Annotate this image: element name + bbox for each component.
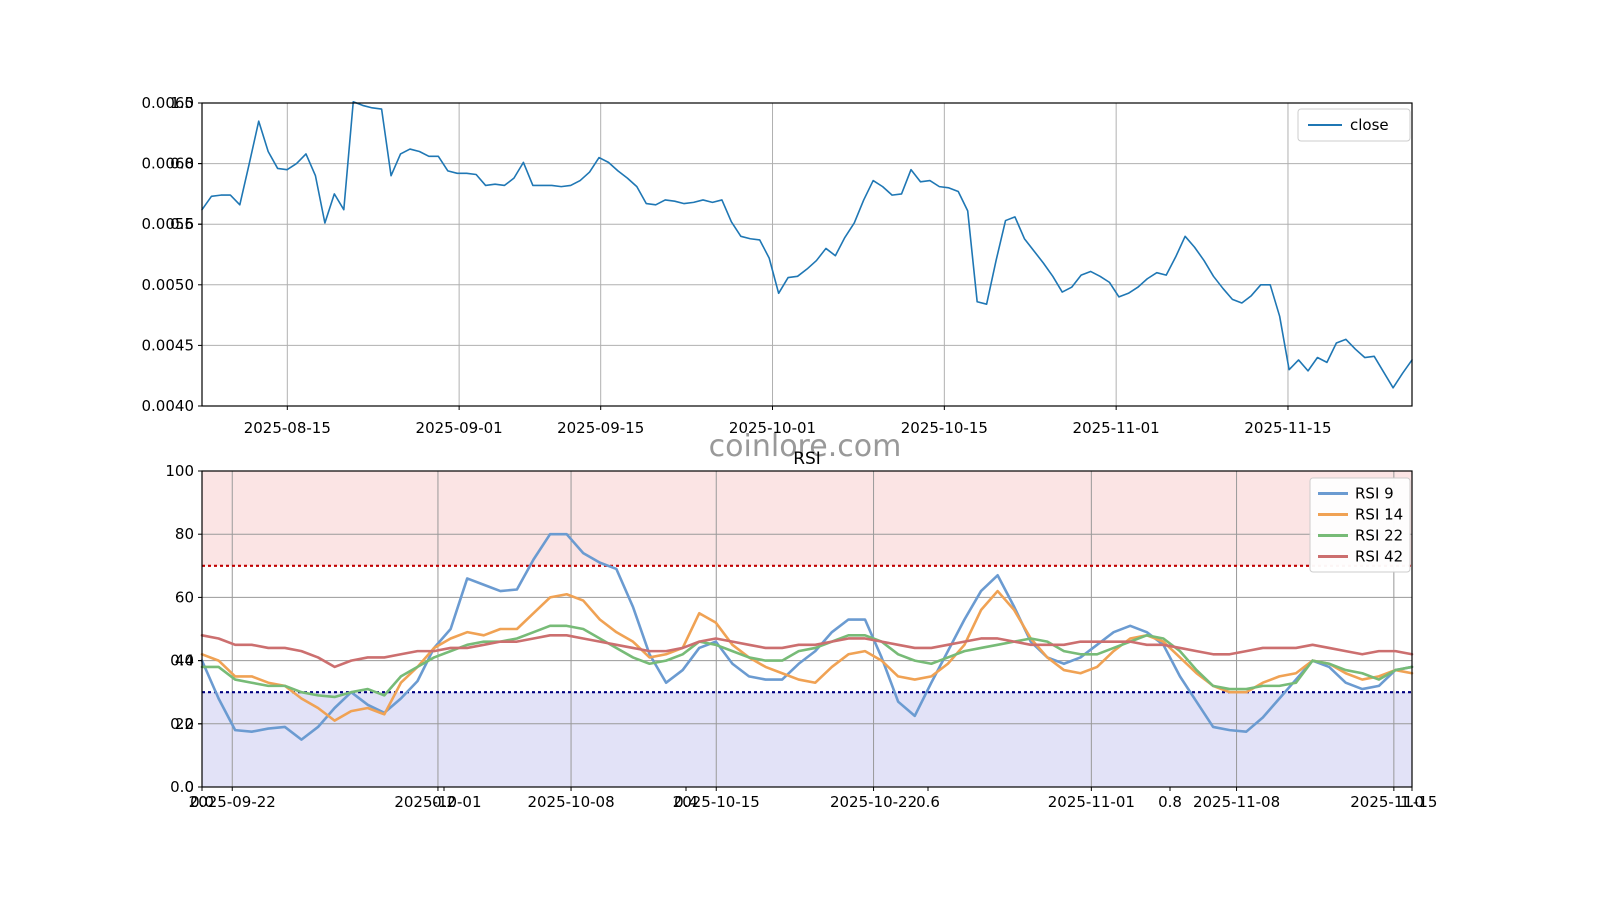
rsi-y-tick-label: 60 <box>175 588 194 606</box>
rsi-x-tick-label-normalized: 0.8 <box>1158 793 1182 811</box>
price-legend-label: close <box>1350 116 1389 134</box>
rsi-x-tick-label: 2025-10-01 <box>394 793 481 811</box>
rsi-legend-item[interactable]: RSI 42 <box>1318 548 1403 566</box>
rsi-y-tick-label: 20 <box>175 715 194 733</box>
rsi-y-tick-label: 80 <box>175 525 194 543</box>
price-y-tick-label-normalized: 0.6 <box>170 215 194 233</box>
price-x-tick-label: 2025-09-01 <box>416 419 503 437</box>
price-x-tick-label: 2025-10-15 <box>901 419 988 437</box>
price-x-tick-label: 2025-08-15 <box>244 419 331 437</box>
rsi-legend-item[interactable]: RSI 9 <box>1318 485 1394 503</box>
rsi-y-axis-ticks: 100 80 60 40 20 0 <box>165 462 202 796</box>
rsi-x-tick-label-normalized: 1.0 <box>1400 793 1424 811</box>
rsi-y-tick-label-normalized: 0.0 <box>170 778 194 796</box>
rsi-y-tick-label: 100 <box>165 462 194 480</box>
rsi-x-tick-label: 2025-10-08 <box>527 793 614 811</box>
price-plot-background <box>202 103 1412 406</box>
price-x-tick-label: 2025-11-15 <box>1244 419 1331 437</box>
price-y-tick-label: 0.0040 <box>142 397 195 415</box>
price-x-tick-label: 2025-09-15 <box>557 419 644 437</box>
rsi-legend-item[interactable]: RSI 22 <box>1318 527 1403 545</box>
rsi-x-tick-label: 2025-11-08 <box>1193 793 1280 811</box>
rsi-x-tick-label: 2025-09-22 <box>189 793 276 811</box>
coinlore-watermark: coinlore.com <box>709 429 902 464</box>
price-axes-frame <box>201 102 1413 407</box>
rsi-x-tick-label-normalized: 0.4 <box>674 793 698 811</box>
price-x-tick-label: 2025-11-01 <box>1073 419 1160 437</box>
price-chart-panel: 0.0065 0.0060 0.0055 0.0050 0.0045 0.0040 1.0… <box>142 94 1413 437</box>
price-x-axis-ticks: 2025-08-15 2025-09-01 2025-09-15 2025-10-01… <box>244 406 1332 437</box>
rsi-legend-item[interactable]: RSI 14 <box>1318 506 1403 524</box>
rsi-x-tick-label: 2025-10-15 <box>673 793 760 811</box>
rsi-legend-label: RSI 14 <box>1355 506 1403 524</box>
rsi-y-tick-label-normalized: 0.2 <box>170 715 194 733</box>
rsi-legend-label: RSI 42 <box>1355 548 1403 566</box>
rsi-x-tick-label-normalized: 0.2 <box>432 793 456 811</box>
rsi-axes-frame <box>201 470 1413 788</box>
price-y-axis-normalized-ticks: 1.0 0.8 0.6 <box>170 94 202 233</box>
price-y-tick-label-normalized: 1.0 <box>170 94 194 112</box>
rsi-x-tick-label: 2025-11-15 <box>1350 793 1437 811</box>
rsi-legend-label: RSI 9 <box>1355 485 1394 503</box>
price-y-tick-label: 0.0060 <box>142 155 195 173</box>
rsi-legend-label: RSI 22 <box>1355 527 1403 545</box>
rsi-y-tick-label: 40 <box>175 652 194 670</box>
price-x-tick-label: 2025-10-01 <box>729 419 816 437</box>
price-y-tick-label-normalized: 0.8 <box>170 155 194 173</box>
price-y-tick-label: 0.0065 <box>142 94 195 112</box>
rsi-overbought-band <box>202 471 1412 566</box>
price-series-lines <box>201 100 1413 389</box>
rsi-x-tick-label: 2025-11-01 <box>1048 793 1135 811</box>
rsi-x-tick-label-normalized: 0.6 <box>916 793 940 811</box>
rsi-x-tick-label: 2025-10-22 <box>830 793 917 811</box>
rsi-series-lines <box>200 532 1414 741</box>
price-y-tick-label: 0.0055 <box>142 215 195 233</box>
rsi-y-tick-label: 0 <box>184 778 194 796</box>
rsi-x-axis-normalized-ticks: 0.0 0.2 0.4 0.6 0.8 1.0 <box>190 787 1424 811</box>
rsi-chart-title: RSI <box>793 449 821 469</box>
rsi-legend[interactable]: RSI 9 RSI 14 RSI 22 RSI 42 <box>1309 477 1411 573</box>
rsi-x-tick-label-normalized: 0.0 <box>190 793 214 811</box>
rsi-oversold-band <box>202 692 1412 787</box>
price-legend[interactable]: close <box>1297 108 1411 142</box>
rsi-x-axis-ticks: 2025-09-22 2025-10-01 2025-10-08 2025-10-15… <box>189 787 1437 811</box>
rsi-y-tick-label-normalized: 0.4 <box>170 652 194 670</box>
rsi-y-axis-normalized-ticks: 0.4 0.2 0.0 <box>170 652 202 796</box>
price-y-tick-label: 0.0050 <box>142 276 195 294</box>
price-y-tick-label: 0.0045 <box>142 336 195 354</box>
rsi-chart-panel: 100 80 60 40 20 0 0.4 0.2 0.0 2025-09-22 2025-10… <box>165 449 1437 811</box>
